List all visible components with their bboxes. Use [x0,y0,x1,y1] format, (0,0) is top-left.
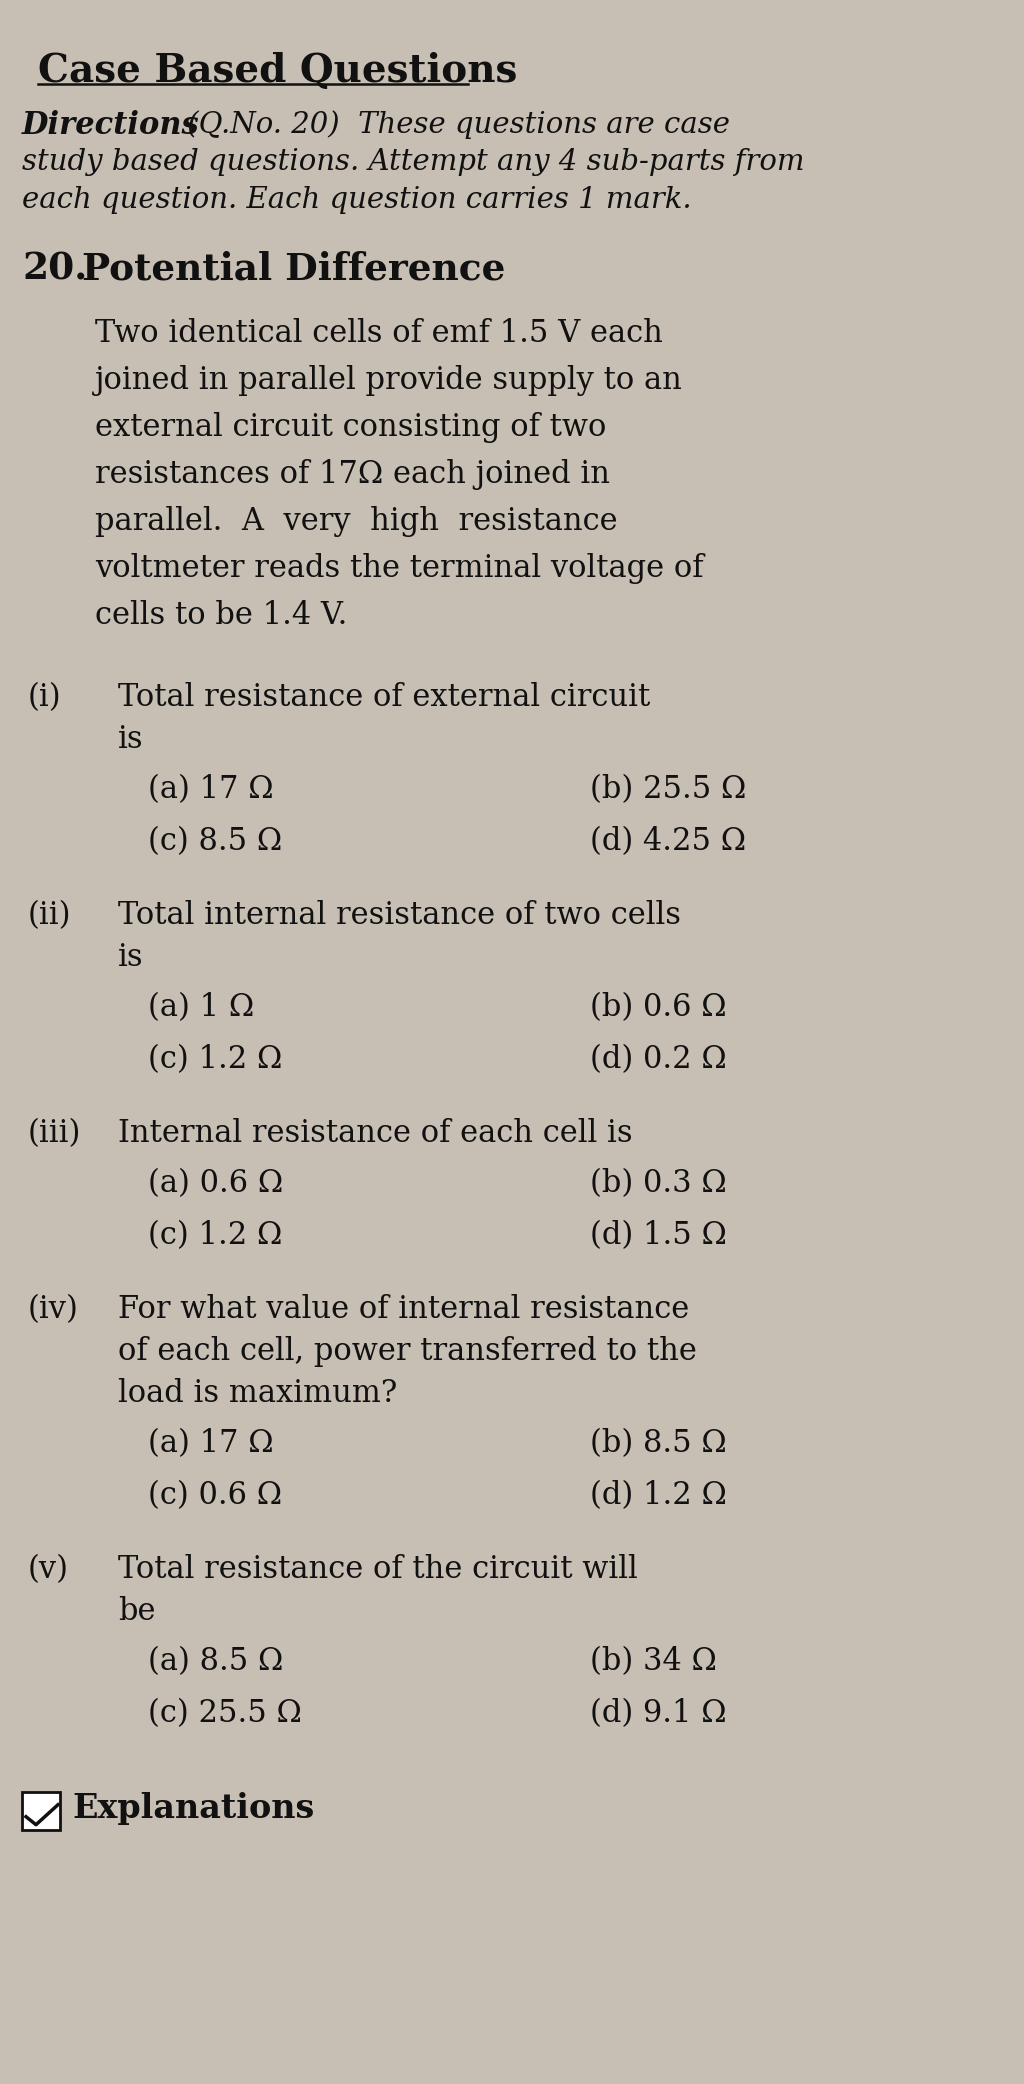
Text: For what value of internal resistance: For what value of internal resistance [118,1294,689,1325]
Text: Two identical cells of emf 1.5 V each: Two identical cells of emf 1.5 V each [95,319,663,348]
Text: parallel.  A  very  high  resistance: parallel. A very high resistance [95,506,617,538]
Text: Total internal resistance of two cells: Total internal resistance of two cells [118,900,681,932]
Text: (c) 1.2 Ω: (c) 1.2 Ω [148,1044,283,1075]
Text: (a) 17 Ω: (a) 17 Ω [148,1428,273,1459]
Text: external circuit consisting of two: external circuit consisting of two [95,413,606,444]
Text: (d) 4.25 Ω: (d) 4.25 Ω [590,825,746,857]
Text: cells to be 1.4 V.: cells to be 1.4 V. [95,600,347,631]
Text: (d) 1.2 Ω: (d) 1.2 Ω [590,1480,727,1511]
Text: (b) 34 Ω: (b) 34 Ω [590,1646,717,1678]
Text: Explanations: Explanations [72,1792,314,1826]
Text: is: is [118,942,143,973]
Text: (i): (i) [28,681,61,713]
Text: 20.: 20. [22,250,87,288]
Text: of each cell, power transferred to the: of each cell, power transferred to the [118,1336,697,1367]
Text: (a) 1 Ω: (a) 1 Ω [148,992,254,1023]
Text: (iv): (iv) [28,1294,79,1325]
Text: Internal resistance of each cell is: Internal resistance of each cell is [118,1117,633,1148]
Text: (d) 0.2 Ω: (d) 0.2 Ω [590,1044,727,1075]
Text: voltmeter reads the terminal voltage of: voltmeter reads the terminal voltage of [95,552,703,584]
Text: (iii): (iii) [28,1117,81,1148]
Text: (v): (v) [28,1555,69,1586]
Text: (b) 0.3 Ω: (b) 0.3 Ω [590,1167,727,1198]
Text: (c) 25.5 Ω: (c) 25.5 Ω [148,1698,302,1730]
Text: resistances of 17Ω each joined in: resistances of 17Ω each joined in [95,458,610,490]
Text: (b) 25.5 Ω: (b) 25.5 Ω [590,773,746,804]
Text: (a) 0.6 Ω: (a) 0.6 Ω [148,1167,284,1198]
Text: joined in parallel provide supply to an: joined in parallel provide supply to an [95,365,683,396]
Text: (d) 1.5 Ω: (d) 1.5 Ω [590,1219,727,1250]
Text: Total resistance of external circuit: Total resistance of external circuit [118,681,650,713]
Text: (d) 9.1 Ω: (d) 9.1 Ω [590,1698,727,1730]
Text: (ii): (ii) [28,900,72,932]
Text: (c) 0.6 Ω: (c) 0.6 Ω [148,1480,283,1511]
Text: (a) 17 Ω: (a) 17 Ω [148,773,273,804]
Text: load is maximum?: load is maximum? [118,1378,397,1409]
Text: (a) 8.5 Ω: (a) 8.5 Ω [148,1646,284,1678]
Text: (b) 0.6 Ω: (b) 0.6 Ω [590,992,727,1023]
Text: Total resistance of the circuit will: Total resistance of the circuit will [118,1555,638,1586]
Text: (c) 8.5 Ω: (c) 8.5 Ω [148,825,283,857]
Text: Directions: Directions [22,110,200,142]
Text: each question. Each question carries 1 mark.: each question. Each question carries 1 m… [22,185,691,215]
Text: Case Based Questions: Case Based Questions [38,52,517,90]
Text: (Q.No. 20)  These questions are case: (Q.No. 20) These questions are case [178,110,730,140]
Text: study based questions. Attempt any 4 sub-parts from: study based questions. Attempt any 4 sub… [22,148,805,175]
Text: (c) 1.2 Ω: (c) 1.2 Ω [148,1219,283,1250]
FancyBboxPatch shape [22,1792,60,1830]
Text: Potential Difference: Potential Difference [82,250,506,288]
Text: be: be [118,1596,156,1628]
Text: is: is [118,723,143,754]
Text: (b) 8.5 Ω: (b) 8.5 Ω [590,1428,727,1459]
